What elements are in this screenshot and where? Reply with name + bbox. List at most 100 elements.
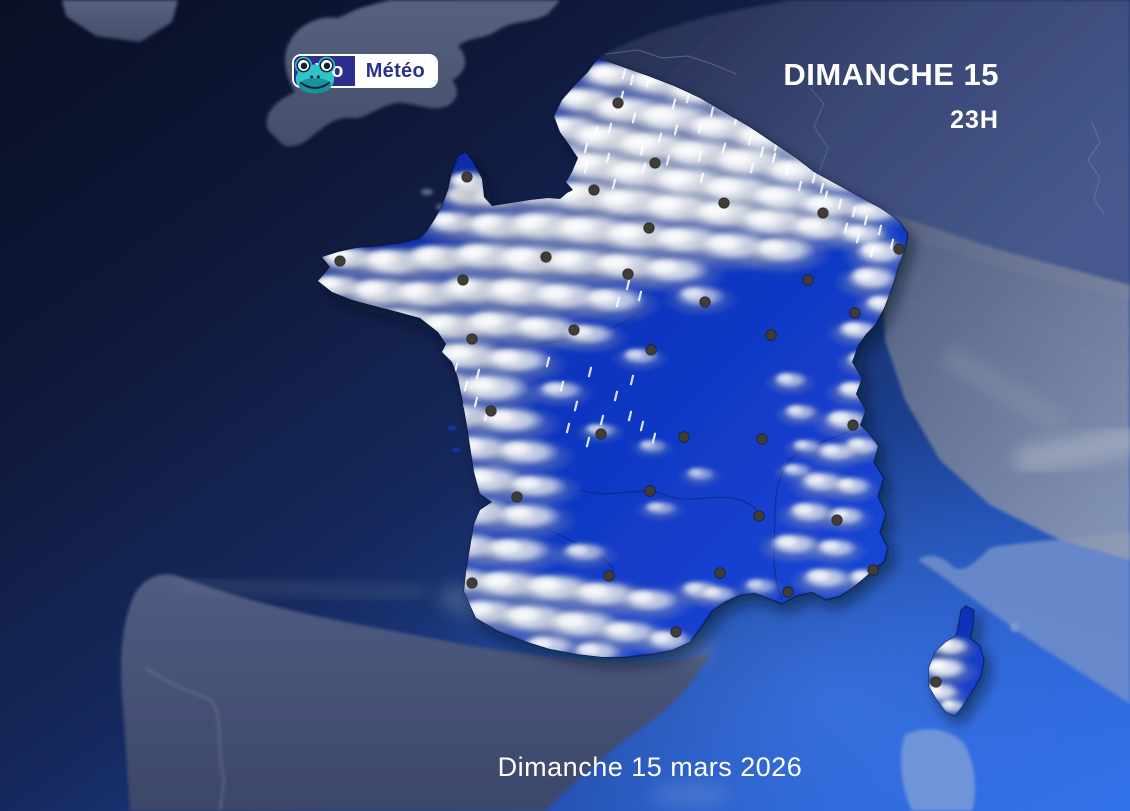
cloud [753,237,792,257]
cloud [790,501,817,517]
city-dot [849,307,861,319]
rain-streak [869,246,875,258]
cloud [509,474,545,492]
city-dot [831,514,843,526]
rain-streak [797,180,803,192]
cloud [940,699,956,710]
cloud [785,403,805,416]
rain-streak [747,134,753,146]
channel-island [421,188,433,196]
rain-streak [699,172,705,184]
city-dot [622,268,634,280]
rain-streak [637,290,643,302]
cloud [848,201,880,217]
cloud [550,610,593,631]
cloud [678,285,708,301]
cloud [817,538,842,553]
city-dot [699,296,711,308]
city-dot [461,171,473,183]
rain-streak [639,144,645,156]
cloud [837,380,862,395]
city-dot [867,564,879,576]
cloud [514,315,554,335]
cantabrian-coast [173,577,427,601]
rain-streak [631,112,637,124]
rain-streak [759,146,765,158]
cloud [745,577,765,590]
rain-streak [473,396,479,408]
cloud [764,158,809,179]
city-dot [540,251,552,263]
rain-streak [673,124,679,136]
rain-streak [665,154,671,166]
rain-streak [657,132,663,144]
city-dots-layer [334,97,942,688]
city-dot [756,433,768,445]
city-dot [612,97,624,109]
rain-streak [863,214,869,226]
rain-streak [615,296,621,308]
rain-streak [709,106,715,118]
cloud [564,542,591,557]
rain-streak [855,232,861,244]
rain-streak [475,368,481,380]
france-country [317,57,985,717]
city-dot [847,419,859,431]
city-dot [457,274,469,286]
cloud [460,374,503,395]
rain-streak [697,122,703,134]
rain-streak [599,414,605,426]
rain-streak [583,142,589,154]
city-dot [678,431,690,443]
alps-terrain [880,210,1130,560]
cloud [835,476,858,491]
city-dot [645,344,657,356]
city-dot [649,157,661,169]
city-dot [670,626,682,638]
cloud [775,371,795,384]
italy-landmass [900,532,1130,811]
rain-streak [645,76,651,88]
city-dot [718,197,730,209]
cloud [497,439,536,459]
rain-streak [651,432,657,444]
cloud [840,223,870,239]
rain-streak [629,374,635,386]
cloud [574,581,614,601]
ireland-landmass [62,0,178,42]
balearic-shelf [650,783,730,807]
rain-streak [463,380,469,392]
rain-streak [607,122,613,134]
rain-streak [851,206,857,218]
portugal-border [145,667,225,811]
cloud [713,147,760,170]
forecast-headline: DIMANCHE 15 23H [783,59,999,133]
rain-streak [605,152,611,164]
city-dot [595,428,607,440]
cloud [804,567,834,583]
cloud [499,503,538,523]
cloud [750,184,795,205]
rain-streak [587,366,593,378]
city-dot [568,324,580,336]
rain-streak [837,198,843,210]
cloud [648,629,675,645]
rain-streak [785,164,791,176]
rain-streak [771,152,777,164]
cloud [625,588,659,606]
cloud [486,537,526,557]
rain-streak [697,150,703,162]
city-dot [802,274,814,286]
cloud [601,620,637,638]
city-dot [753,510,765,522]
rain-streak [559,380,565,392]
rain-streak [545,356,551,368]
cloud [791,215,830,235]
city-dot [930,676,942,688]
rain-streak [639,420,645,432]
cloud [702,232,745,253]
cloud [800,193,840,213]
cloud [865,294,890,309]
city-dot [765,329,777,341]
